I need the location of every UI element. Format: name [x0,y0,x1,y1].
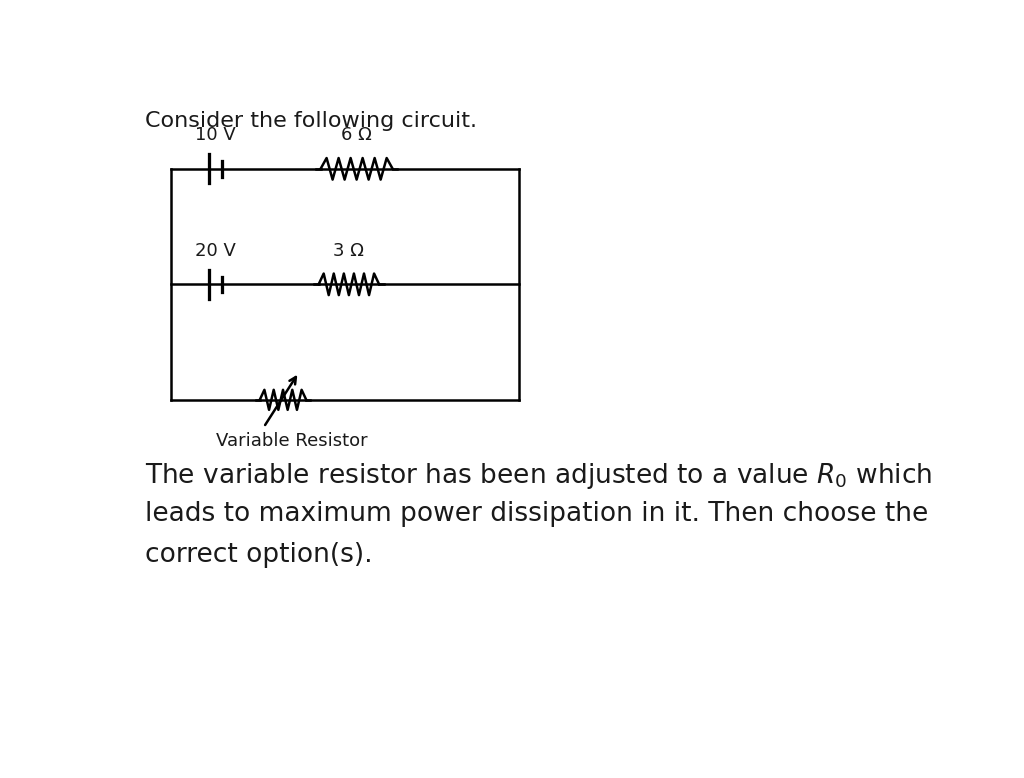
Text: 6 Ω: 6 Ω [341,126,372,144]
Text: The variable resistor has been adjusted to a value $R_0$ which: The variable resistor has been adjusted … [145,461,932,492]
Text: 20 V: 20 V [196,242,236,260]
Text: Consider the following circuit.: Consider the following circuit. [145,111,477,131]
Text: leads to maximum power dissipation in it. Then choose the: leads to maximum power dissipation in it… [145,502,929,527]
Text: 3 Ω: 3 Ω [334,242,365,260]
Text: 10 V: 10 V [196,126,236,144]
Text: correct option(s).: correct option(s). [145,541,373,567]
Text: Variable Resistor: Variable Resistor [216,432,368,450]
